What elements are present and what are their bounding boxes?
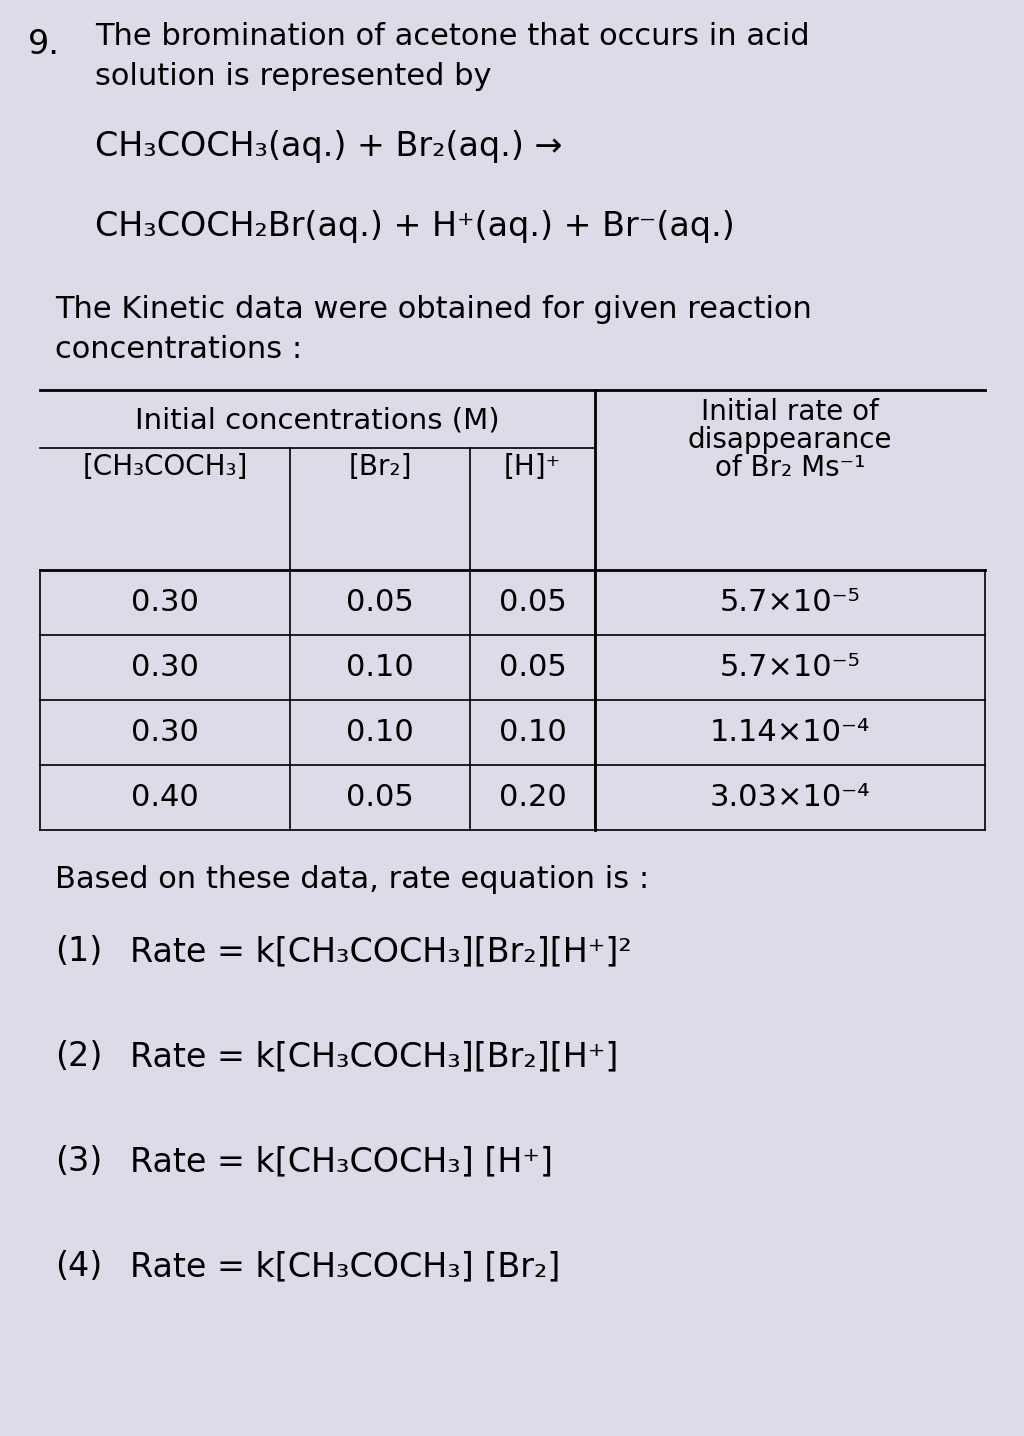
Text: 9.: 9. [28,27,60,60]
Text: 0.05: 0.05 [346,783,414,811]
Text: solution is represented by: solution is represented by [95,62,492,90]
Text: 0.20: 0.20 [499,783,566,811]
Text: Initial concentrations (M): Initial concentrations (M) [135,406,500,434]
Text: Initial rate of: Initial rate of [701,398,879,426]
Text: [H]⁺: [H]⁺ [504,452,561,481]
Text: CH₃COCH₃(aq.) + Br₂(aq.) →: CH₃COCH₃(aq.) + Br₂(aq.) → [95,131,562,164]
Text: 0.40: 0.40 [131,783,199,811]
Text: The bromination of acetone that occurs in acid: The bromination of acetone that occurs i… [95,22,810,52]
Text: CH₃COCH₂Br(aq.) + H⁺(aq.) + Br⁻(aq.): CH₃COCH₂Br(aq.) + H⁺(aq.) + Br⁻(aq.) [95,210,735,243]
Text: (2): (2) [55,1040,102,1073]
Text: 1.14×10⁻⁴: 1.14×10⁻⁴ [710,718,870,747]
Text: 0.10: 0.10 [346,718,414,747]
Text: Based on these data, rate equation is :: Based on these data, rate equation is : [55,864,649,895]
Text: (1): (1) [55,935,102,968]
Text: 5.7×10⁻⁵: 5.7×10⁻⁵ [720,587,860,617]
Text: (3): (3) [55,1144,102,1178]
Text: [Br₂]: [Br₂] [348,452,412,481]
Text: 0.30: 0.30 [131,653,199,682]
Text: 0.30: 0.30 [131,587,199,617]
Text: Rate = k[CH₃COCH₃] [Br₂]: Rate = k[CH₃COCH₃] [Br₂] [130,1249,560,1282]
Text: 0.05: 0.05 [499,653,566,682]
Text: 5.7×10⁻⁵: 5.7×10⁻⁵ [720,653,860,682]
Text: (4): (4) [55,1249,102,1282]
Text: 0.05: 0.05 [346,587,414,617]
Text: 0.10: 0.10 [499,718,566,747]
Text: of Br₂ Ms⁻¹: of Br₂ Ms⁻¹ [715,454,865,482]
Text: Rate = k[CH₃COCH₃] [H⁺]: Rate = k[CH₃COCH₃] [H⁺] [130,1144,553,1178]
Text: 0.30: 0.30 [131,718,199,747]
Text: concentrations :: concentrations : [55,335,302,363]
Text: Rate = k[CH₃COCH₃][Br₂][H⁺]²: Rate = k[CH₃COCH₃][Br₂][H⁺]² [130,935,632,968]
Text: disappearance: disappearance [688,426,892,454]
Text: Rate = k[CH₃COCH₃][Br₂][H⁺]: Rate = k[CH₃COCH₃][Br₂][H⁺] [130,1040,618,1073]
Text: 0.05: 0.05 [499,587,566,617]
Text: 3.03×10⁻⁴: 3.03×10⁻⁴ [710,783,870,811]
Text: The Kinetic data were obtained for given reaction: The Kinetic data were obtained for given… [55,294,812,325]
Text: [CH₃COCH₃]: [CH₃COCH₃] [82,452,248,481]
Text: 0.10: 0.10 [346,653,414,682]
